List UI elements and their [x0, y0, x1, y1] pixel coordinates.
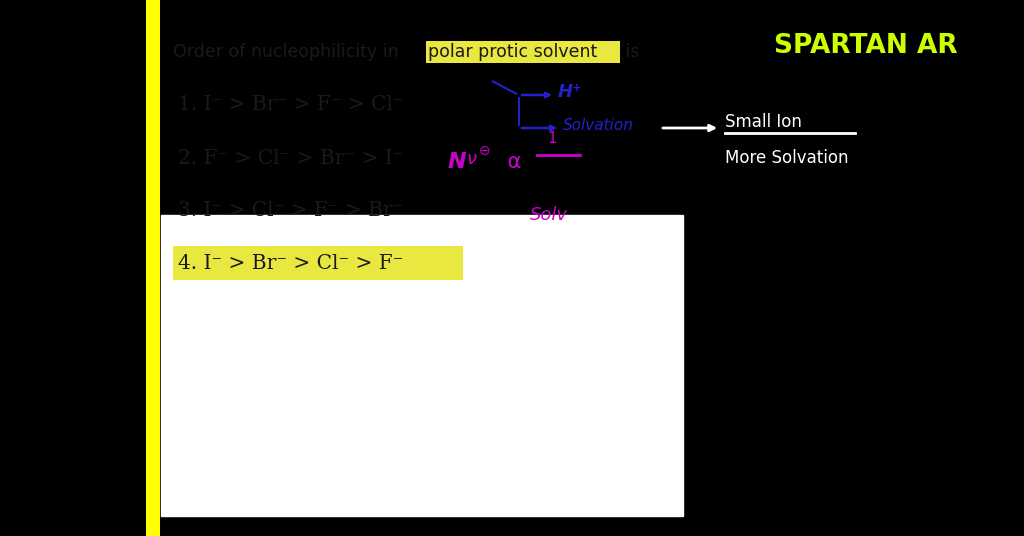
- Text: ⊖: ⊖: [479, 144, 490, 158]
- Bar: [173, 246, 463, 280]
- Text: polar protic solvent: polar protic solvent: [428, 43, 597, 61]
- Text: Small Ion: Small Ion: [725, 113, 802, 131]
- Text: Solvation: Solvation: [563, 117, 634, 132]
- Bar: [161, 215, 683, 516]
- Text: More Solvation: More Solvation: [725, 149, 849, 167]
- Text: ν: ν: [467, 150, 476, 168]
- Text: H⁺: H⁺: [558, 83, 583, 101]
- Text: SPARTAN AR: SPARTAN AR: [774, 33, 957, 58]
- Text: is: is: [621, 43, 640, 61]
- Text: Order of nucleophilicity in: Order of nucleophilicity in: [173, 43, 404, 61]
- Text: α: α: [502, 152, 521, 172]
- Bar: [146, 0, 160, 536]
- Text: N: N: [449, 152, 467, 172]
- Text: 1: 1: [548, 131, 557, 146]
- Bar: [426, 41, 621, 63]
- Text: 1. I⁻ > Br⁻ > F⁻ > Cl⁻: 1. I⁻ > Br⁻ > F⁻ > Cl⁻: [178, 95, 403, 115]
- Text: 3. I⁻ > Cl⁻ > F⁻ > Br⁻: 3. I⁻ > Cl⁻ > F⁻ > Br⁻: [178, 200, 403, 220]
- Text: 4. I⁻ > Br⁻ > Cl⁻ > F⁻: 4. I⁻ > Br⁻ > Cl⁻ > F⁻: [178, 254, 403, 272]
- Text: 2. F⁻ > Cl⁻ > Br⁻ > I⁻: 2. F⁻ > Cl⁻ > Br⁻ > I⁻: [178, 148, 403, 167]
- Text: Solv: Solv: [530, 206, 568, 224]
